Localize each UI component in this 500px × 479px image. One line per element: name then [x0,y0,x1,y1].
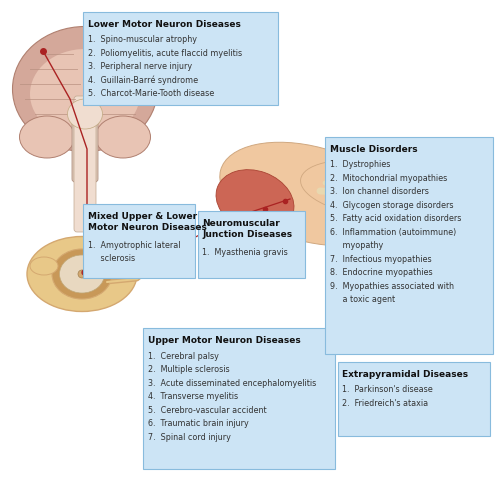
Text: 2.  Poliomyelitis, acute flaccid myelitis: 2. Poliomyelitis, acute flaccid myelitis [88,49,242,58]
Text: 1.  Dystrophies: 1. Dystrophies [330,160,390,169]
Text: Extrapyramidal Diseases: Extrapyramidal Diseases [342,370,468,378]
Text: 2.  Friedreich's ataxia: 2. Friedreich's ataxia [342,399,428,408]
FancyBboxPatch shape [142,328,335,469]
Text: 5.  Fatty acid oxidation disorders: 5. Fatty acid oxidation disorders [330,214,462,223]
Text: 3.  Acute disseminated encephalomyelitis: 3. Acute disseminated encephalomyelitis [148,378,316,388]
Text: 8.  Endocrine myopathies: 8. Endocrine myopathies [330,268,432,277]
FancyBboxPatch shape [74,96,96,232]
Text: Neuromuscular
Junction Diseases: Neuromuscular Junction Diseases [202,219,292,239]
Text: 4.  Guillain-Barré syndrome: 4. Guillain-Barré syndrome [88,76,198,85]
Text: 4.  Glycogen storage disorders: 4. Glycogen storage disorders [330,201,454,209]
Text: Muscle Disorders: Muscle Disorders [330,145,418,153]
Text: 6.  Traumatic brain injury: 6. Traumatic brain injury [148,419,248,428]
Ellipse shape [220,142,400,246]
Text: 6.  Inflammation (autoimmune): 6. Inflammation (autoimmune) [330,228,456,237]
Ellipse shape [428,171,482,217]
FancyBboxPatch shape [82,204,195,278]
Ellipse shape [27,237,137,311]
Text: 7.  Spinal cord injury: 7. Spinal cord injury [148,433,230,442]
FancyBboxPatch shape [72,116,98,182]
FancyBboxPatch shape [325,137,492,354]
Text: 5.  Charcot-Marie-Tooth disease: 5. Charcot-Marie-Tooth disease [88,90,214,99]
Ellipse shape [68,99,102,129]
Ellipse shape [216,170,294,232]
Text: 3.  Peripheral nerve injury: 3. Peripheral nerve injury [88,62,192,71]
Text: Mixed Upper & Lower
Motor Neuron Diseases: Mixed Upper & Lower Motor Neuron Disease… [88,212,206,232]
Text: 1.  Spino-muscular atrophy: 1. Spino-muscular atrophy [88,35,196,45]
Ellipse shape [30,49,140,139]
Text: Upper Motor Neuron Diseases: Upper Motor Neuron Diseases [148,336,300,345]
Text: 2.  Mitochondrial myopathies: 2. Mitochondrial myopathies [330,173,448,182]
Ellipse shape [96,116,150,158]
Text: 1.  Myasthenia gravis: 1. Myasthenia gravis [202,248,288,257]
Ellipse shape [78,270,86,278]
Ellipse shape [52,249,112,299]
Text: 1.  Amyotrophic lateral: 1. Amyotrophic lateral [88,240,180,250]
FancyBboxPatch shape [338,362,490,436]
Ellipse shape [300,160,440,218]
Text: 5.  Cerebro-vascular accident: 5. Cerebro-vascular accident [148,406,266,415]
FancyBboxPatch shape [198,211,305,278]
Text: 9.  Myopathies associated with: 9. Myopathies associated with [330,282,454,291]
Ellipse shape [20,116,74,158]
Text: sclerosis: sclerosis [88,254,134,263]
Text: myopathy: myopathy [330,241,384,250]
Ellipse shape [106,257,134,275]
Text: 4.  Transverse myelitis: 4. Transverse myelitis [148,392,238,401]
Text: 1.  Parkinson's disease: 1. Parkinson's disease [342,385,433,394]
Ellipse shape [12,26,158,151]
Ellipse shape [60,255,104,293]
Text: 3.  Ion channel disorders: 3. Ion channel disorders [330,187,429,196]
Text: 7.  Infectious myopathies: 7. Infectious myopathies [330,254,432,263]
Text: 2.  Multiple sclerosis: 2. Multiple sclerosis [148,365,229,374]
Text: 1.  Cerebral palsy: 1. Cerebral palsy [148,352,218,361]
FancyBboxPatch shape [82,12,278,105]
Text: a toxic agent: a toxic agent [330,295,395,304]
Text: Lower Motor Neuron Diseases: Lower Motor Neuron Diseases [88,20,240,29]
Ellipse shape [30,257,58,275]
